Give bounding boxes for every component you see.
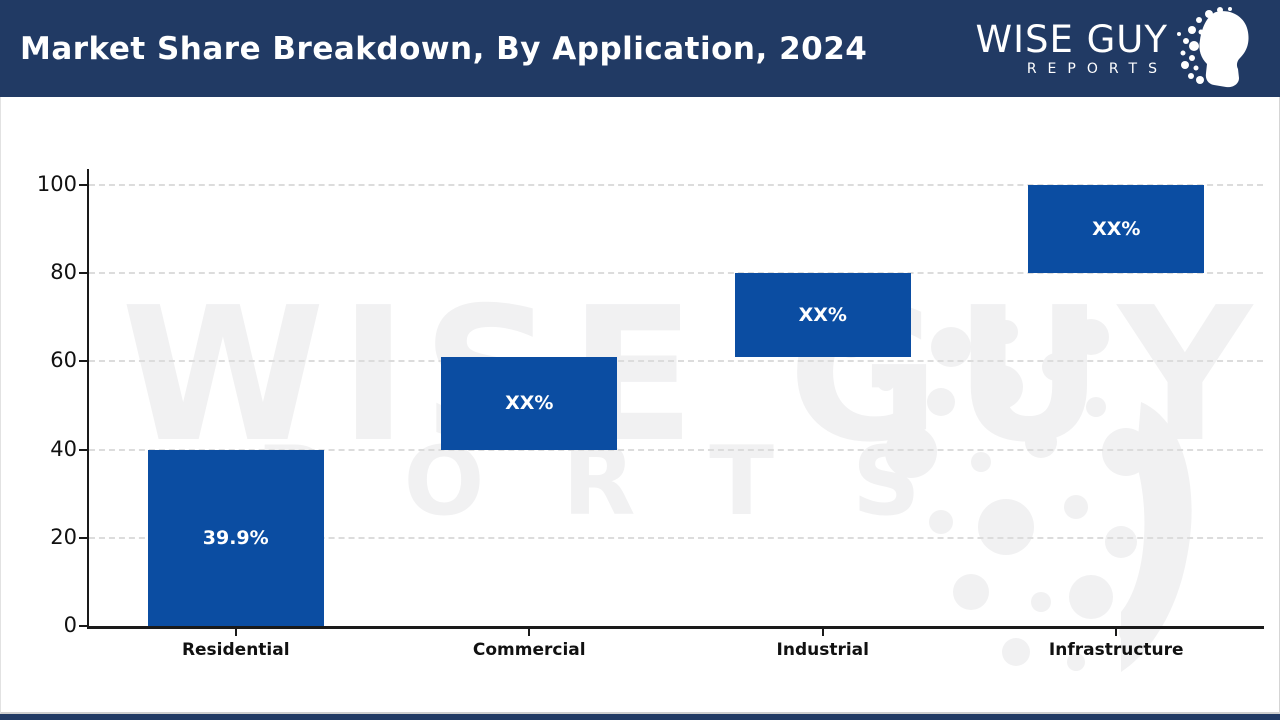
y-tick-label-60: 60 (50, 348, 77, 373)
x-tick-mark-residential (234, 629, 237, 636)
watermark-dots (835, 319, 1192, 672)
gridline-40 (89, 448, 1263, 451)
y-axis-line (87, 169, 89, 628)
brand-name: WISE GUY (975, 18, 1168, 61)
y-tick-mark-80 (79, 272, 87, 275)
wise-guy-face-icon (1177, 6, 1249, 87)
y-tick-label-20: 20 (50, 524, 77, 549)
y-tick-mark-100 (79, 184, 87, 186)
chart-canvas: WISE GUY PORTS 0 20 40 60 80 100 39.9% XX% XX% X… (0, 97, 1280, 714)
gridline-80 (89, 272, 1263, 275)
y-tick-label-80: 80 (50, 260, 77, 285)
footer-bar (0, 714, 1280, 720)
bar-infrastructure: XX% (1028, 185, 1205, 274)
y-tick-label-40: 40 (50, 436, 77, 461)
bar-value-label: XX% (505, 392, 554, 415)
x-tick-mark-commercial (528, 629, 531, 636)
chart-title: Market Share Breakdown, By Application, … (20, 30, 868, 67)
header: Market Share Breakdown, By Application, … (0, 0, 1280, 97)
gridline-60 (89, 360, 1263, 363)
x-tick-mark-industrial (821, 629, 824, 636)
x-tick-label-residential: Residential (181, 640, 290, 660)
gridline-100 (89, 184, 1263, 186)
watermark: WISE GUY PORTS (1, 97, 1279, 712)
x-tick-label-commercial: Commercial (472, 640, 586, 660)
y-tick-mark-0 (79, 625, 87, 627)
y-tick-mark-20 (79, 536, 87, 539)
y-axis-labels: 0 20 40 60 80 100 (1, 97, 77, 712)
x-tick-label-industrial: Industrial (776, 640, 869, 660)
y-tick-mark-40 (79, 448, 87, 451)
brand-logo: WISE GUY REPORTS (976, 6, 1254, 92)
y-tick-label-0: 0 (63, 613, 77, 637)
bar-value-label: XX% (1092, 218, 1141, 241)
brand-subtitle: REPORTS (1026, 61, 1168, 77)
plot-area: 39.9% XX% XX% XX% (89, 184, 1263, 626)
gridline-20 (89, 536, 1263, 539)
bar-commercial: XX% (441, 357, 618, 450)
brand-wordmark: WISE GUY REPORTS (976, 21, 1168, 76)
bar-value-label: XX% (798, 304, 847, 327)
y-tick-mark-60 (79, 360, 87, 363)
x-tick-label-infrastructure: Infrastructure (1048, 640, 1184, 660)
bar-industrial: XX% (734, 273, 911, 357)
x-axis-line (87, 626, 1264, 629)
bar-residential: 39.9% (147, 450, 324, 626)
x-tick-mark-infrastructure (1115, 629, 1118, 636)
bar-value-label: 39.9% (202, 527, 269, 550)
y-tick-label-100: 100 (36, 172, 77, 196)
